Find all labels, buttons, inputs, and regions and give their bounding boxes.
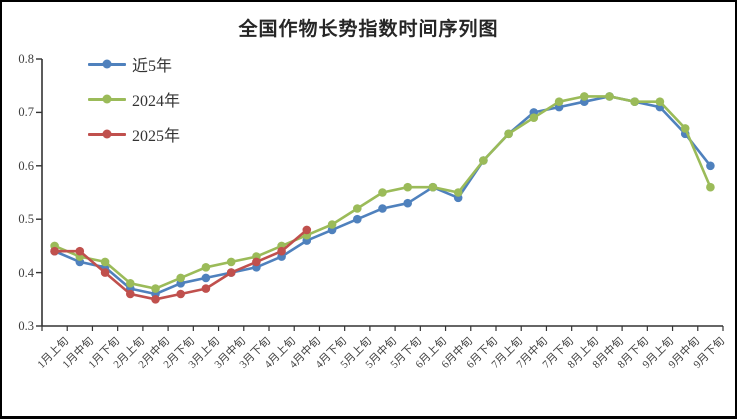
data-point-1 [428, 182, 438, 192]
y-tick-label: 0.3 [18, 319, 34, 333]
data-point-1 [378, 188, 387, 197]
data-point-1 [504, 129, 513, 139]
data-point-0 [378, 204, 387, 213]
data-point-1 [403, 182, 413, 192]
data-point-2 [50, 246, 59, 256]
data-point-2 [75, 246, 85, 256]
legend-dot-icon [102, 94, 112, 104]
legend-dot-icon [102, 129, 112, 139]
data-point-1 [630, 97, 639, 106]
y-tick-label: 0.7 [18, 105, 34, 120]
legend-line-marker-icon [88, 94, 126, 104]
data-point-1 [201, 263, 211, 272]
y-tick-label: 0.6 [18, 158, 34, 173]
legend-item-2024: 2024年 [88, 87, 180, 111]
data-point-2 [201, 284, 211, 293]
data-point-1 [151, 284, 160, 293]
data-point-1 [353, 204, 362, 213]
legend-item-2025: 2025年 [88, 122, 180, 146]
data-point-1 [479, 156, 488, 165]
legend-label-2025: 2025年 [132, 128, 181, 145]
data-point-1 [126, 279, 135, 288]
data-point-1 [529, 113, 539, 122]
data-point-1 [655, 97, 665, 106]
data-point-0 [706, 161, 715, 171]
data-point-0 [201, 273, 211, 283]
data-point-1 [100, 257, 110, 267]
data-point-1 [226, 257, 236, 267]
data-point-1 [554, 97, 564, 106]
data-point-1 [327, 220, 337, 229]
legend-line-marker-icon [88, 59, 126, 69]
y-tick-label: 0.5 [18, 212, 34, 227]
data-point-2 [226, 268, 236, 277]
y-tick-label: 0.8 [18, 52, 34, 66]
data-point-2 [277, 246, 286, 256]
data-point-1 [453, 188, 463, 197]
data-point-2 [100, 268, 110, 277]
legend-label-2024: 2024年 [132, 93, 181, 110]
legend-dot-icon [102, 59, 112, 69]
data-point-0 [353, 214, 362, 224]
data-point-1 [605, 92, 614, 101]
data-point-1 [706, 182, 715, 192]
data-point-2 [151, 295, 160, 304]
legend: 近5年 2024年 2025年 [88, 52, 180, 146]
data-point-2 [302, 225, 312, 235]
legend-line-marker-icon [88, 129, 126, 139]
legend-item-recent-5yr: 近5年 [88, 52, 180, 76]
y-tick-label: 0.4 [18, 265, 34, 280]
data-point-2 [176, 289, 185, 299]
data-point-2 [126, 289, 135, 299]
data-point-1 [680, 124, 690, 133]
data-point-2 [252, 257, 261, 267]
data-point-1 [176, 273, 185, 283]
legend-label-recent-5yr: 近5年 [132, 58, 173, 75]
chart-title: 全国作物长势指数时间序列图 [238, 19, 499, 40]
data-point-0 [403, 198, 413, 208]
data-point-1 [580, 92, 589, 101]
